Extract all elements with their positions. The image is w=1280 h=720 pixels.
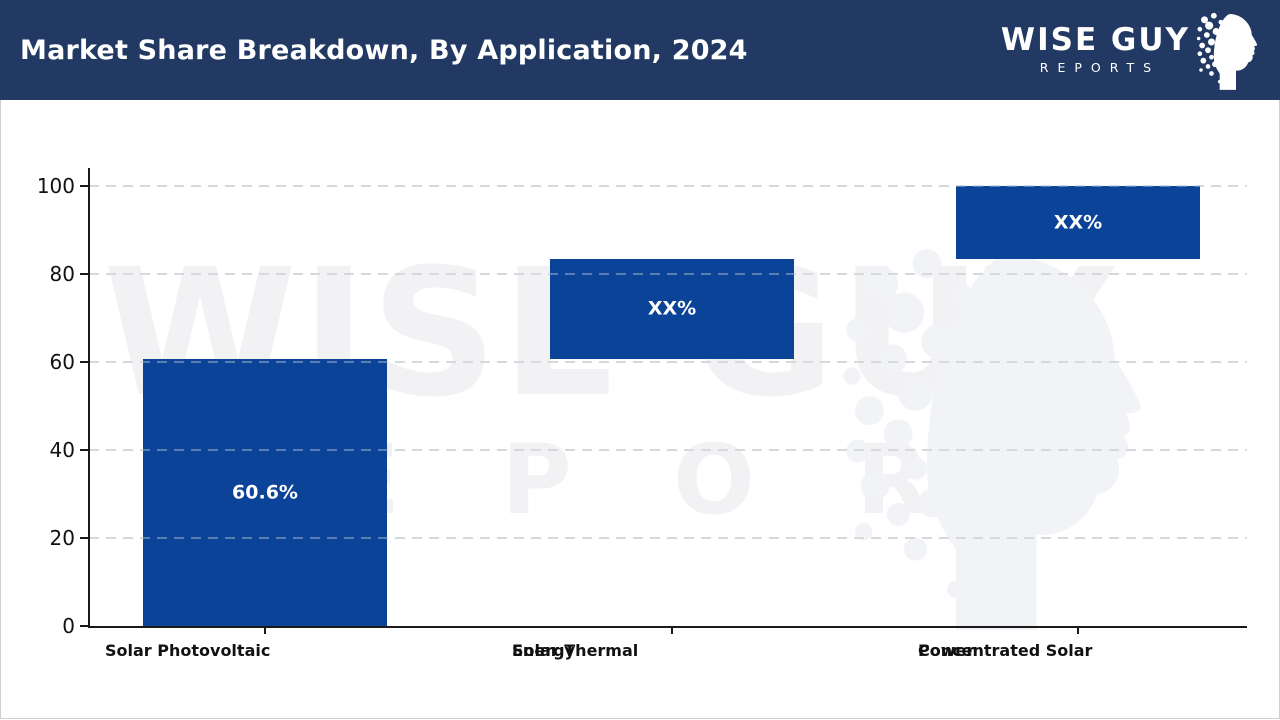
bar-value-label-1: XX% [647, 297, 697, 320]
logo-wordmark: WISE GUY [1000, 22, 1190, 59]
bar-2: XX% [956, 186, 1200, 260]
y-tick-label-0: 0 [62, 614, 75, 638]
x-tick-1 [671, 628, 673, 634]
bar-0: 60.6% [143, 359, 387, 626]
x-axis-line [88, 626, 1247, 628]
bar-value-label-0: 60.6% [232, 481, 298, 504]
header: Market Share Breakdown, By Application, … [0, 0, 1280, 100]
gridline-overlay-80 [89, 273, 1247, 275]
gridline-60 [89, 361, 1247, 363]
page-title: Market Share Breakdown, By Application, … [20, 34, 748, 66]
y-axis-line [88, 168, 90, 628]
gridline-overlay-60 [89, 361, 1247, 363]
chart-panel: WISE GUY R E P O R T S 60.6%XX%XX%020406… [0, 100, 1280, 719]
brand-logo-text: WISE GUY REPORTS [1001, 23, 1190, 74]
gridline-overlay-100 [89, 185, 1247, 187]
y-tick-60 [80, 361, 89, 363]
gridline-40 [89, 449, 1247, 451]
x-tick-label-line: Concentrated Solar [918, 641, 1093, 660]
x-tick-2 [1077, 628, 1079, 634]
y-tick-label-60: 60 [49, 350, 75, 374]
bar-chart: 60.6% XX% XX% 0 20 40 60 80 100 Solar Photovoltai… [1, 100, 1279, 718]
x-tick-0 [264, 628, 266, 634]
x-tick-label-line: Power [918, 641, 975, 660]
y-tick-40 [80, 449, 89, 451]
gridline-overlay-40 [89, 449, 1247, 451]
logo-subtext: REPORTS [1039, 59, 1161, 75]
bar-1: XX% [550, 259, 794, 360]
y-tick-0 [80, 625, 89, 627]
x-tick-label-line: Energy [512, 641, 575, 660]
brand-logo: WISE GUY REPORTS [1001, 8, 1264, 90]
y-tick-label-40: 40 [49, 438, 75, 462]
y-tick-label-100: 100 [36, 174, 75, 198]
gridline-100 [89, 185, 1247, 187]
y-tick-label-20: 20 [49, 526, 75, 550]
x-tick-label-line: Solar Thermal [512, 641, 639, 660]
y-tick-100 [80, 185, 89, 187]
x-tick-label-line: Solar Photovoltaic [105, 641, 271, 660]
gridline-overlay-20 [89, 537, 1247, 539]
y-tick-20 [80, 537, 89, 539]
logo-face-icon [1194, 8, 1264, 90]
gridline-20 [89, 537, 1247, 539]
y-tick-label-80: 80 [49, 262, 75, 286]
bar-value-label-2: XX% [1053, 211, 1103, 234]
y-tick-80 [80, 273, 89, 275]
